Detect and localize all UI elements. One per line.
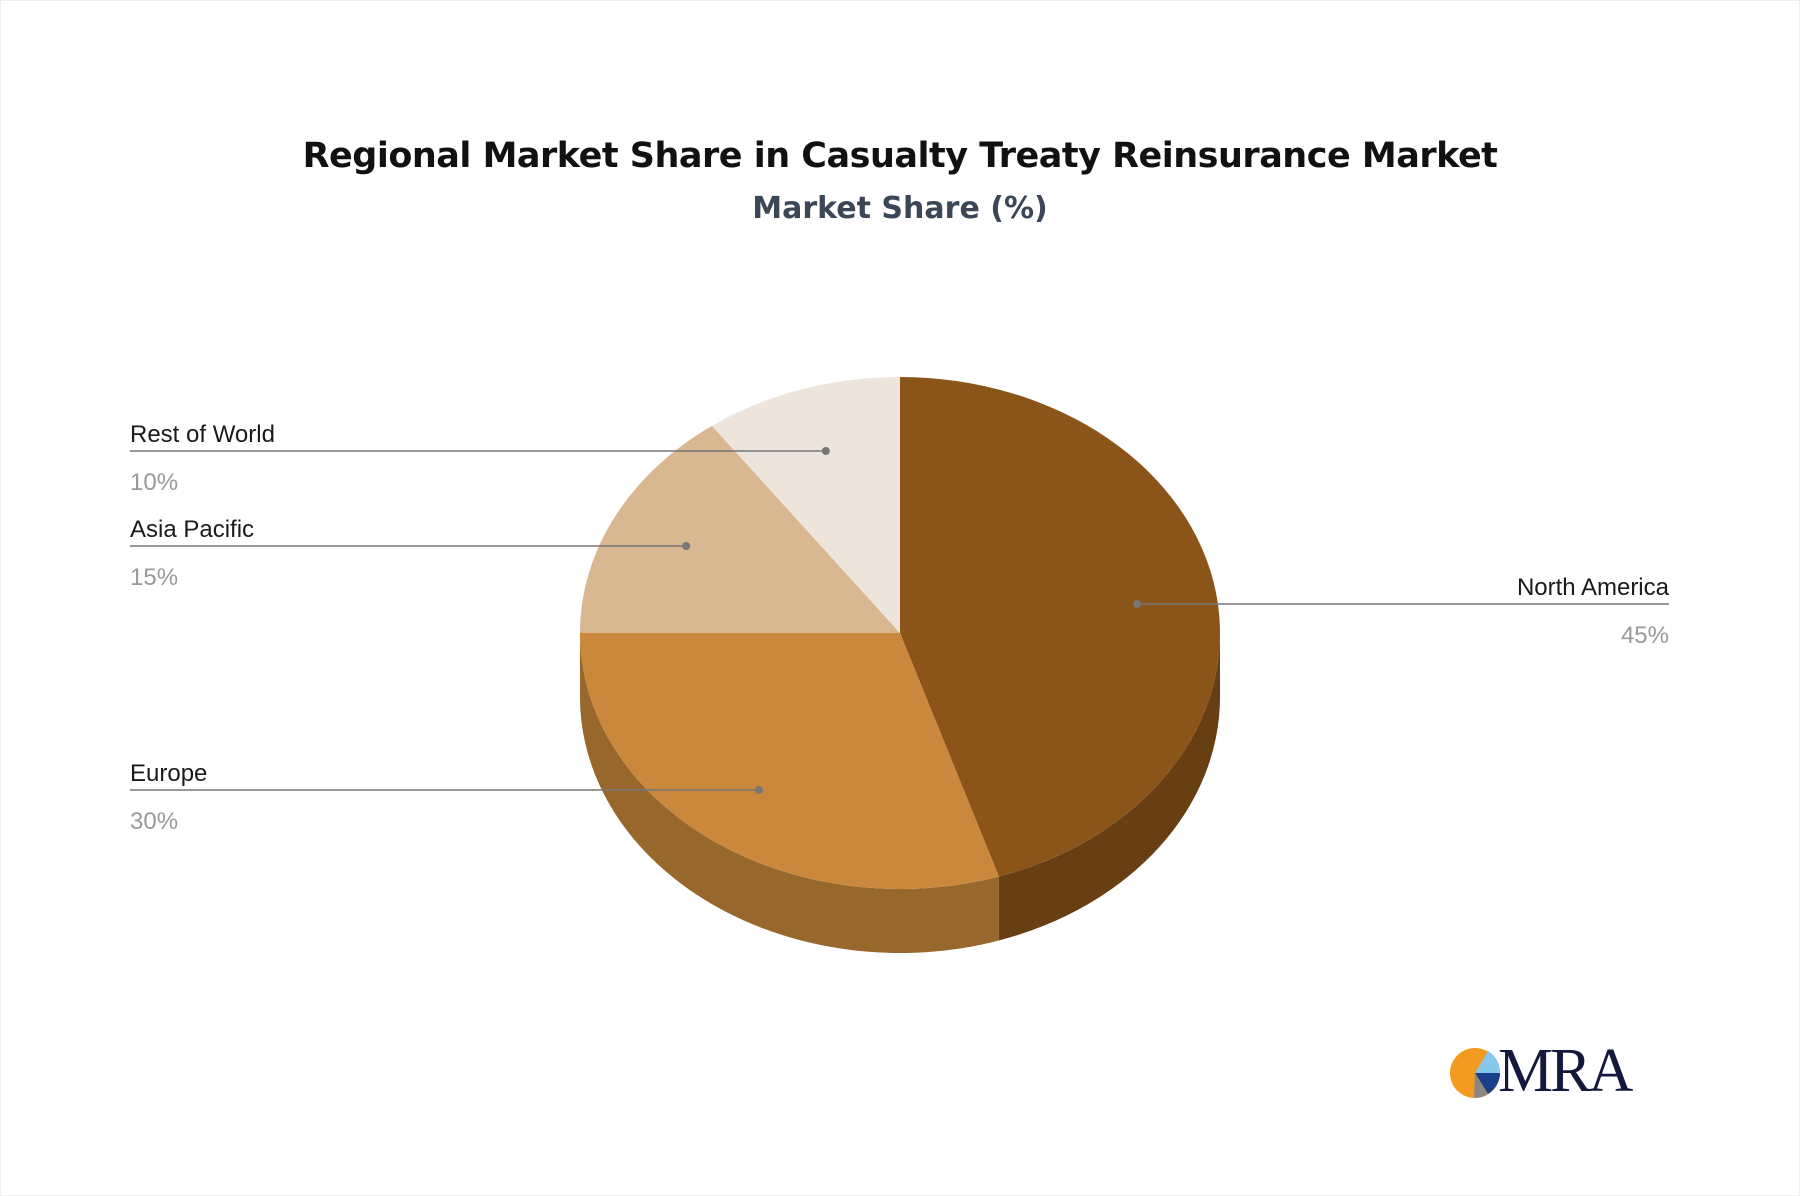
value-rest-of-world: 10% (130, 469, 178, 496)
leader-dot-rest-of-world (821, 447, 830, 455)
pie-tops (580, 377, 1221, 889)
pie-slice-rest-of-world[interactable] (711, 377, 900, 633)
leader-dot-europe (754, 786, 763, 794)
mra-logo: MRA (1448, 1037, 1648, 1105)
pie-sides (580, 633, 1220, 953)
value-north-america: 45% (1621, 622, 1669, 649)
pie-slice-asia-pacific[interactable] (580, 425, 900, 633)
pie-side-north-america (998, 633, 1220, 941)
label-rest-of-world: Rest of World (130, 421, 275, 448)
pie-slice-north-america[interactable] (900, 377, 1221, 877)
chart-title: Regional Market Share in Casualty Treaty… (302, 136, 1498, 176)
leader-dot-north-america (1133, 600, 1142, 608)
pie-side-europe (580, 633, 999, 953)
logo-text: MRA (1498, 1037, 1633, 1105)
logo-pie-icon (1450, 1048, 1501, 1099)
pie-slice-europe[interactable] (580, 633, 999, 889)
label-asia-pacific: Asia Pacific (130, 516, 254, 543)
label-north-america: North America (1517, 574, 1670, 601)
leader-dot-asia-pacific (682, 542, 691, 550)
value-europe: 30% (130, 808, 178, 835)
chart-subtitle: Market Share (%) (752, 191, 1048, 226)
label-europe: Europe (130, 760, 207, 787)
pie-leaders: North America 45% Europe 30% Asia Pacifi… (130, 421, 1670, 835)
value-asia-pacific: 15% (130, 564, 178, 591)
